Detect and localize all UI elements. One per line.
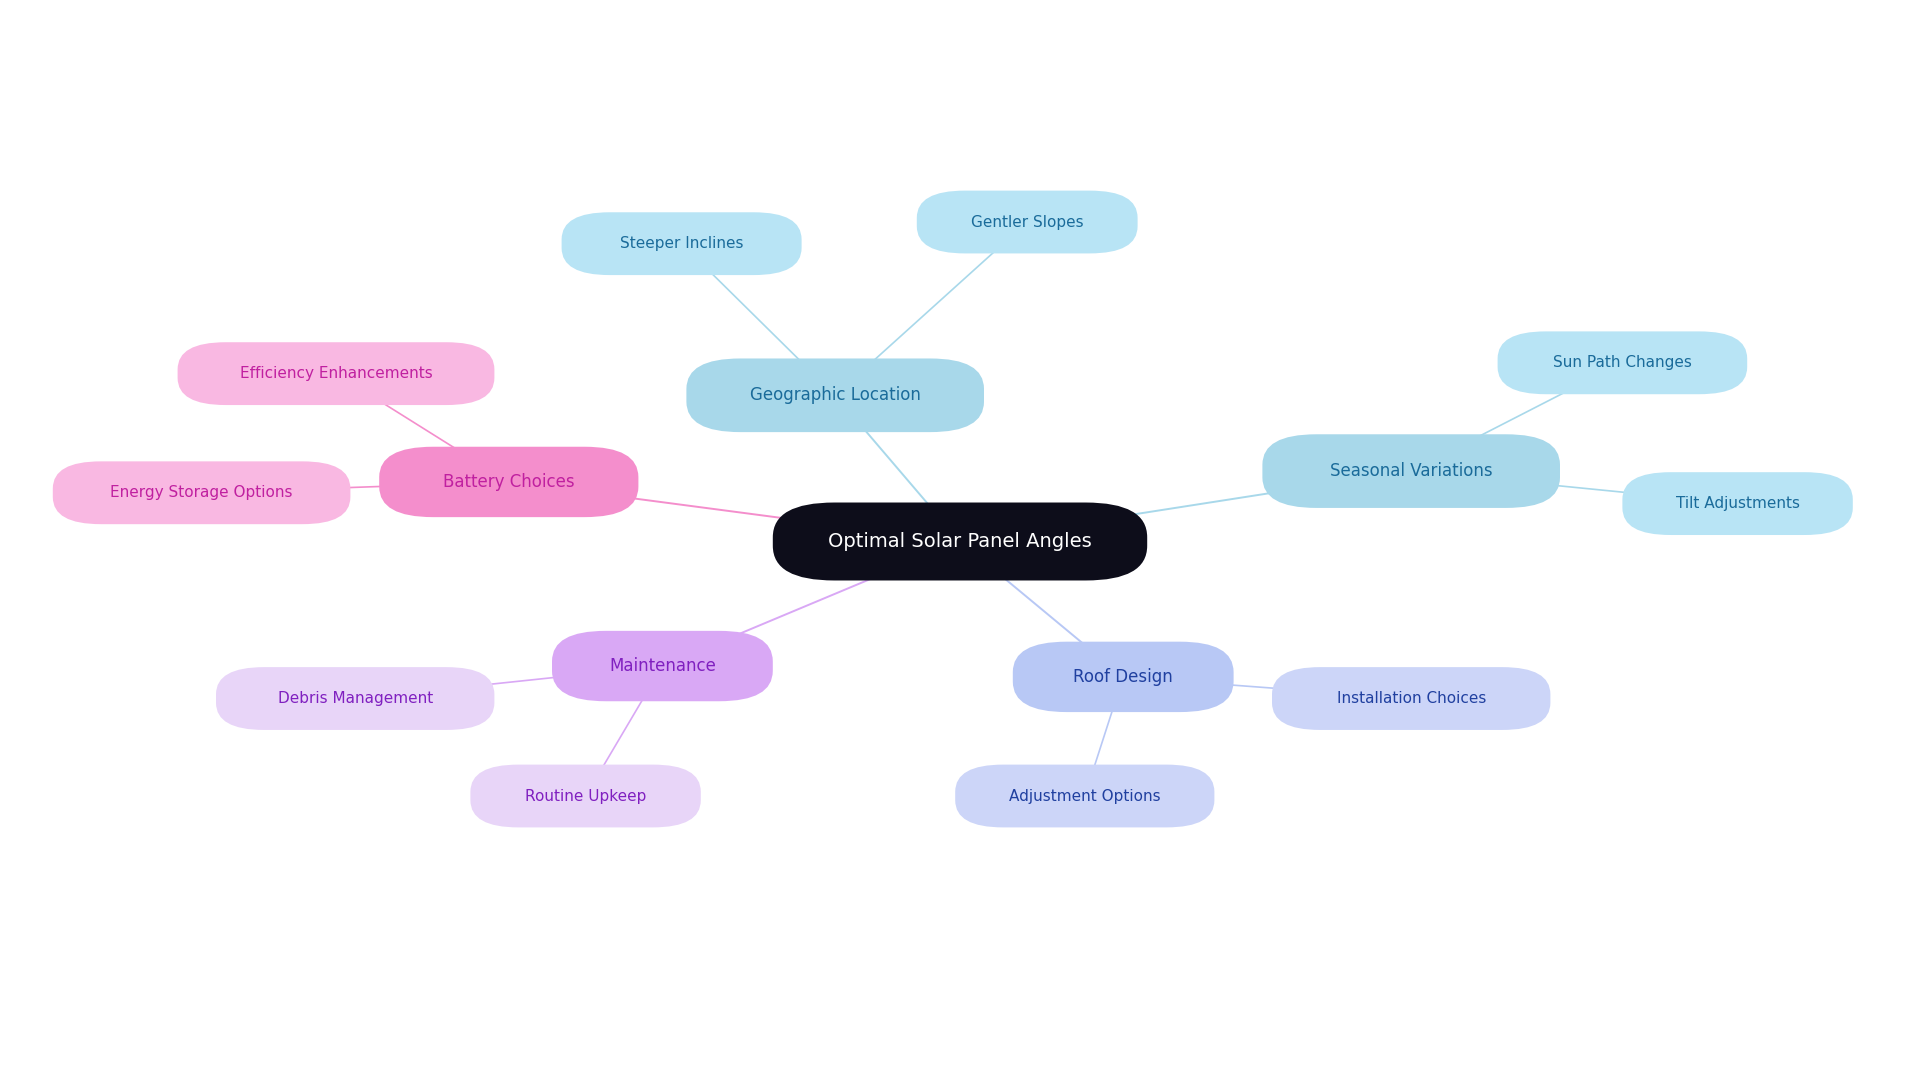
Text: Tilt Adjustments: Tilt Adjustments bbox=[1676, 496, 1799, 511]
FancyBboxPatch shape bbox=[918, 191, 1137, 253]
Text: Battery Choices: Battery Choices bbox=[444, 473, 574, 491]
Text: Installation Choices: Installation Choices bbox=[1336, 691, 1486, 706]
FancyBboxPatch shape bbox=[954, 765, 1213, 827]
FancyBboxPatch shape bbox=[561, 212, 801, 275]
Text: Adjustment Options: Adjustment Options bbox=[1010, 788, 1160, 804]
Text: Maintenance: Maintenance bbox=[609, 657, 716, 675]
FancyBboxPatch shape bbox=[1263, 434, 1559, 508]
Text: Routine Upkeep: Routine Upkeep bbox=[524, 788, 647, 804]
FancyBboxPatch shape bbox=[380, 446, 637, 517]
FancyBboxPatch shape bbox=[1271, 667, 1551, 730]
Text: Roof Design: Roof Design bbox=[1073, 668, 1173, 686]
Text: Steeper Inclines: Steeper Inclines bbox=[620, 236, 743, 251]
Text: Efficiency Enhancements: Efficiency Enhancements bbox=[240, 366, 432, 381]
FancyBboxPatch shape bbox=[772, 503, 1146, 580]
Text: Sun Path Changes: Sun Path Changes bbox=[1553, 355, 1692, 370]
FancyBboxPatch shape bbox=[52, 461, 349, 524]
FancyBboxPatch shape bbox=[217, 667, 495, 730]
Text: Seasonal Variations: Seasonal Variations bbox=[1331, 462, 1492, 480]
FancyBboxPatch shape bbox=[1622, 472, 1853, 535]
Text: Geographic Location: Geographic Location bbox=[751, 387, 920, 404]
Text: Gentler Slopes: Gentler Slopes bbox=[972, 214, 1083, 230]
FancyBboxPatch shape bbox=[470, 765, 701, 827]
FancyBboxPatch shape bbox=[687, 358, 983, 432]
FancyBboxPatch shape bbox=[1498, 331, 1747, 394]
Text: Debris Management: Debris Management bbox=[278, 691, 432, 706]
Text: Energy Storage Options: Energy Storage Options bbox=[109, 485, 294, 500]
FancyBboxPatch shape bbox=[177, 342, 495, 405]
FancyBboxPatch shape bbox=[1014, 641, 1233, 713]
Text: Optimal Solar Panel Angles: Optimal Solar Panel Angles bbox=[828, 532, 1092, 551]
FancyBboxPatch shape bbox=[553, 630, 772, 702]
